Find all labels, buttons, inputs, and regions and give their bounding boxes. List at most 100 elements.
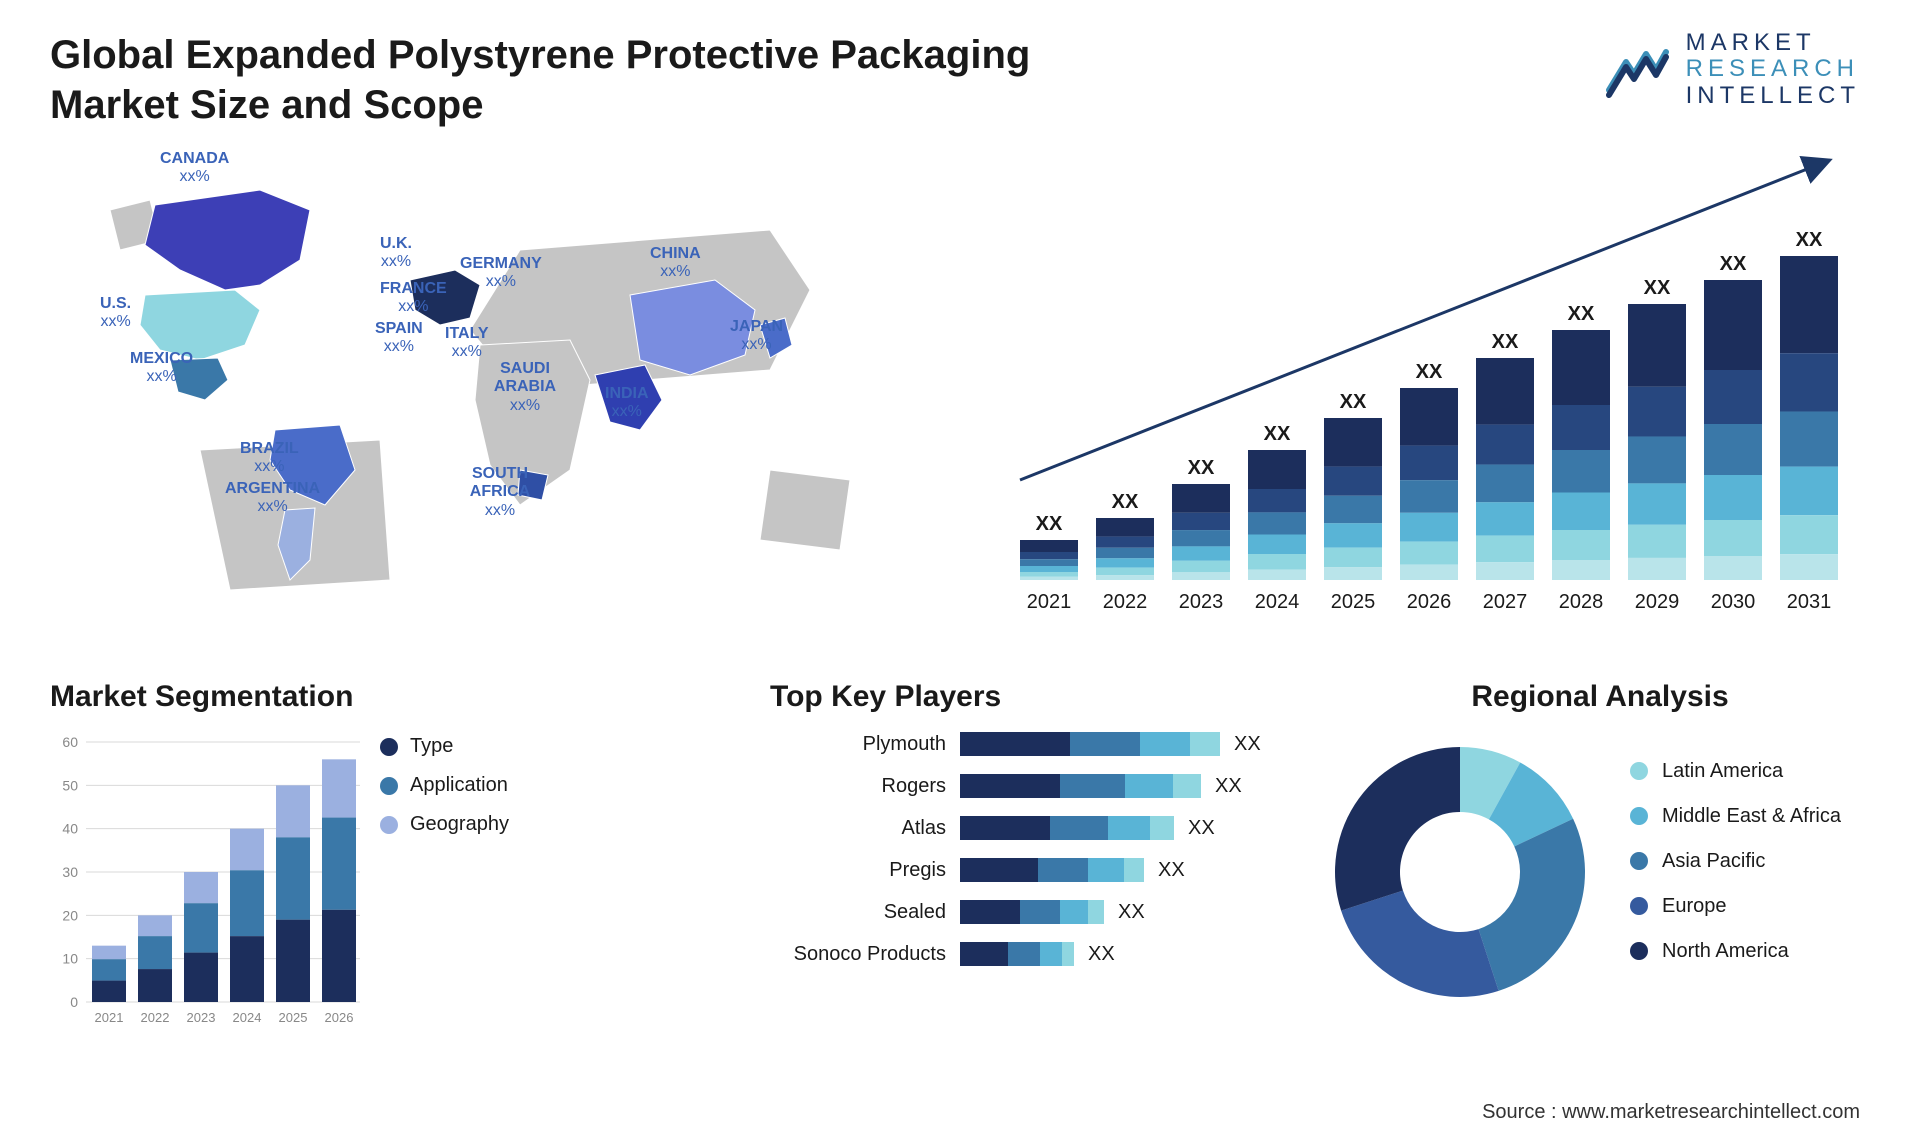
player-bar — [960, 858, 1144, 882]
player-row: Sealed XX — [770, 900, 1270, 924]
player-bar — [960, 816, 1174, 840]
svg-text:XX: XX — [1036, 513, 1063, 535]
player-name: Sealed — [770, 901, 960, 924]
svg-text:XX: XX — [1112, 491, 1139, 513]
player-name: Pregis — [770, 859, 960, 882]
map-label: ITALYxx% — [445, 325, 489, 362]
map-label: ARGENTINAxx% — [225, 480, 320, 517]
svg-text:2021: 2021 — [95, 1010, 124, 1025]
players-panel: Top Key Players Plymouth XX Rogers XX Atlas X… — [770, 680, 1270, 984]
player-row: Atlas XX — [770, 816, 1270, 840]
player-name: Rogers — [770, 775, 960, 798]
svg-text:2026: 2026 — [325, 1010, 354, 1025]
regional-panel: Regional Analysis Latin America Middle Ea… — [1320, 680, 1880, 1012]
map-label: MEXICOxx% — [130, 350, 193, 387]
svg-text:XX: XX — [1568, 303, 1595, 325]
segmentation-panel: Market Segmentation 0 10 20 30 40 50 60 2021 202… — [50, 680, 610, 1037]
svg-text:XX: XX — [1492, 331, 1519, 353]
legend-item: Type — [380, 735, 509, 758]
player-row: Pregis XX — [770, 858, 1270, 882]
svg-text:2024: 2024 — [1255, 591, 1300, 613]
svg-text:2026: 2026 — [1407, 591, 1452, 613]
segmentation-title: Market Segmentation — [50, 680, 610, 714]
svg-text:XX: XX — [1188, 457, 1215, 479]
svg-text:30: 30 — [62, 864, 78, 880]
map-label: CHINAxx% — [650, 245, 701, 282]
svg-text:60: 60 — [62, 734, 78, 750]
legend-item: Europe — [1630, 895, 1841, 918]
map-label: GERMANYxx% — [460, 255, 542, 292]
svg-text:2023: 2023 — [1179, 591, 1224, 613]
player-row: Plymouth XX — [770, 732, 1270, 756]
map-label: INDIAxx% — [605, 385, 649, 422]
svg-text:XX: XX — [1340, 391, 1367, 413]
logo-line2: RESEARCH — [1686, 56, 1860, 82]
svg-text:XX: XX — [1416, 361, 1443, 383]
growth-chart: XX 2021 XX 2022 XX 2023 XX 2024 XX 2025 XX 2026 XX 20… — [1010, 150, 1860, 630]
legend-item: Middle East & Africa — [1630, 805, 1841, 828]
player-bar — [960, 942, 1074, 966]
map-label: U.S.xx% — [100, 295, 131, 332]
player-value: XX — [1158, 859, 1185, 882]
svg-text:40: 40 — [62, 821, 78, 837]
players-title: Top Key Players — [770, 680, 1270, 714]
player-name: Atlas — [770, 817, 960, 840]
map-label: JAPANxx% — [730, 318, 783, 355]
player-value: XX — [1118, 901, 1145, 924]
svg-text:XX: XX — [1720, 253, 1747, 275]
svg-text:2030: 2030 — [1711, 591, 1756, 613]
svg-text:10: 10 — [62, 951, 78, 967]
svg-text:0: 0 — [70, 994, 78, 1010]
map-label: SAUDI ARABIAxx% — [480, 360, 570, 415]
svg-text:2022: 2022 — [1103, 591, 1148, 613]
map-label: CANADAxx% — [160, 150, 229, 187]
svg-text:2029: 2029 — [1635, 591, 1680, 613]
player-row: Rogers XX — [770, 774, 1270, 798]
map-label: U.K.xx% — [380, 235, 412, 272]
svg-text:XX: XX — [1644, 277, 1671, 299]
regional-title: Regional Analysis — [1320, 680, 1880, 714]
player-value: XX — [1215, 775, 1242, 798]
svg-text:2031: 2031 — [1787, 591, 1832, 613]
player-name: Plymouth — [770, 733, 960, 756]
legend-item: North America — [1630, 940, 1841, 963]
player-bar — [960, 774, 1201, 798]
logo-icon — [1604, 40, 1674, 100]
player-bar — [960, 732, 1220, 756]
svg-text:2025: 2025 — [279, 1010, 308, 1025]
logo-line3: INTELLECT — [1686, 83, 1860, 109]
player-value: XX — [1188, 817, 1215, 840]
map-label: BRAZILxx% — [240, 440, 299, 477]
brand-logo: MARKET RESEARCH INTELLECT — [1604, 30, 1860, 109]
svg-text:XX: XX — [1264, 423, 1291, 445]
svg-text:2025: 2025 — [1331, 591, 1376, 613]
player-value: XX — [1234, 733, 1261, 756]
player-name: Sonoco Products — [770, 943, 960, 966]
svg-text:2024: 2024 — [233, 1010, 262, 1025]
source-text: Source : www.marketresearchintellect.com — [1482, 1101, 1860, 1124]
svg-text:XX: XX — [1796, 229, 1823, 251]
logo-line1: MARKET — [1686, 30, 1860, 56]
world-map: CANADAxx% U.S.xx% MEXICOxx% BRAZILxx%ARGENT… — [50, 150, 950, 670]
map-label: FRANCExx% — [380, 280, 447, 317]
player-row: Sonoco Products XX — [770, 942, 1270, 966]
legend-item: Asia Pacific — [1630, 850, 1841, 873]
page-title: Global Expanded Polystyrene Protective P… — [50, 30, 1050, 130]
donut-chart — [1320, 732, 1600, 1012]
svg-text:2027: 2027 — [1483, 591, 1528, 613]
svg-text:2021: 2021 — [1027, 591, 1072, 613]
legend-item: Application — [380, 774, 509, 797]
legend-item: Latin America — [1630, 760, 1841, 783]
regional-legend: Latin America Middle East & Africa Asia Pa… — [1630, 760, 1841, 985]
svg-text:2022: 2022 — [141, 1010, 170, 1025]
svg-text:20: 20 — [62, 907, 78, 923]
svg-text:2028: 2028 — [1559, 591, 1604, 613]
svg-text:2023: 2023 — [187, 1010, 216, 1025]
svg-text:50: 50 — [62, 777, 78, 793]
legend-item: Geography — [380, 813, 509, 836]
player-bar — [960, 900, 1104, 924]
map-label: SOUTH AFRICAxx% — [455, 465, 545, 520]
player-value: XX — [1088, 943, 1115, 966]
map-label: SPAINxx% — [375, 320, 423, 357]
segmentation-legend: Type Application Geography — [380, 735, 509, 852]
